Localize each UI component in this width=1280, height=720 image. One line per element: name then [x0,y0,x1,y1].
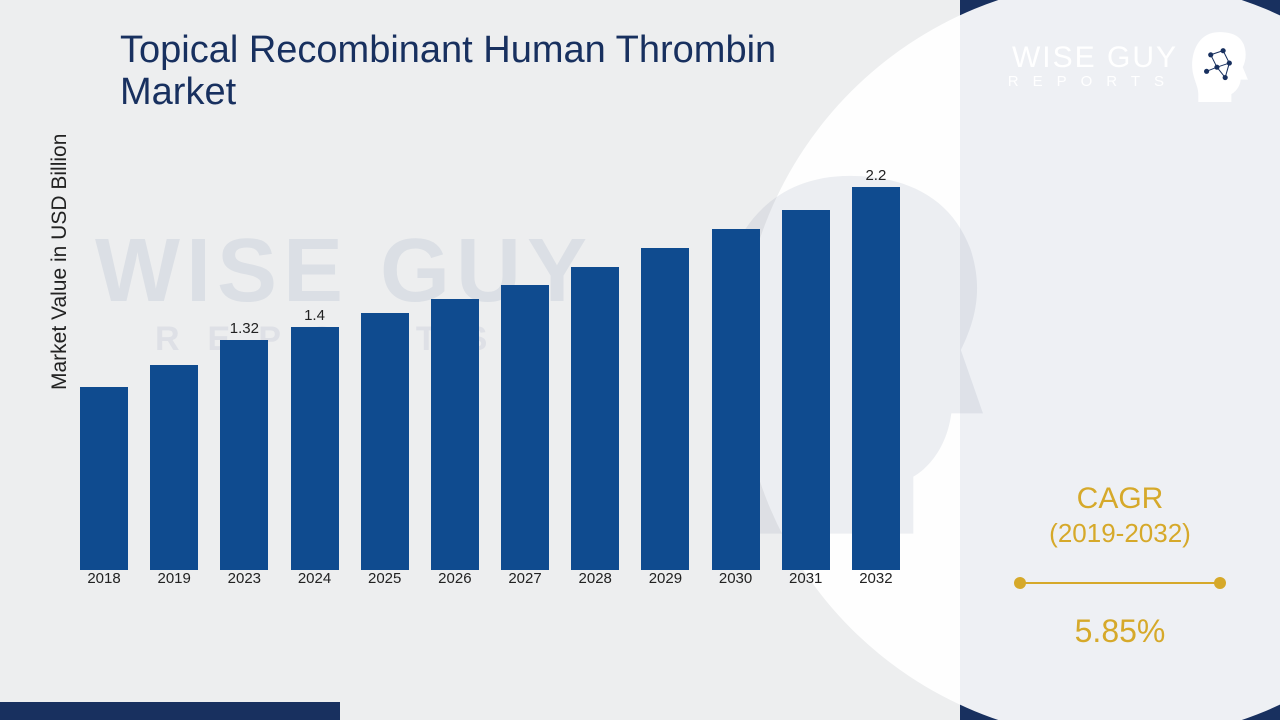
logo-head-icon [1188,30,1250,100]
x-tick-label: 2029 [641,570,689,600]
bar-value-label: 2.2 [865,167,886,184]
bar-2032: 2.2 [852,187,900,570]
cagr-value: 5.85% [1000,613,1240,650]
bar [80,387,128,570]
bar-2023: 1.32 [220,340,268,570]
chart-title: Topical Recombinant Human Thrombin Marke… [120,30,880,114]
logo-line-2: REPORTS [1008,73,1178,90]
cagr-divider [1020,571,1220,595]
x-tick-label: 2026 [431,570,479,600]
bar-2019 [150,365,198,570]
bar-2025 [361,313,409,570]
x-tick-label: 2030 [712,570,760,600]
cagr-label: CAGR [1000,482,1240,516]
x-tick-label: 2032 [852,570,900,600]
x-tick-label: 2024 [291,570,339,600]
x-tick-label: 2025 [361,570,409,600]
bar-2026 [431,299,479,570]
bar [150,365,198,570]
x-tick-label: 2019 [150,570,198,600]
bar-2031 [782,210,830,570]
x-tick-label: 2031 [782,570,830,600]
bars-container: 1.32 1.4 2.2 [80,170,900,570]
cagr-years: (2019-2032) [1000,518,1240,549]
bar [501,285,549,570]
brand-logo: WISE GUY REPORTS [980,30,1250,100]
bar [782,210,830,570]
plot-area: 1.321.42.2 20182019202320242025202620272… [80,170,900,600]
x-tick-label: 2028 [571,570,619,600]
x-tick-label: 2018 [80,570,128,600]
bottom-strip [0,702,340,720]
bar-value-label: 1.4 [304,307,325,324]
bar [641,248,689,570]
bar-2029 [641,248,689,570]
bar-2030 [712,229,760,570]
x-axis: 2018 2019 2023 2024 2025 2026 2027 2028 2029 2030… [80,570,900,600]
x-tick-label: 2027 [501,570,549,600]
x-tick-label: 2023 [220,570,268,600]
bar-value-label: 1.32 [230,320,259,337]
cagr-block: CAGR (2019-2032) 5.85% [1000,482,1240,650]
bar [220,340,268,570]
bar [291,327,339,570]
bar-2028 [571,267,619,570]
bar-2018 [80,387,128,570]
chart-canvas: WISE GUY REPORTS Topical Recombinant Hum… [0,0,1280,720]
y-axis-label: Market Value in USD Billion [48,134,72,390]
bar-2024: 1.4 [291,327,339,570]
bar-2027 [501,285,549,570]
bar [431,299,479,570]
bar [571,267,619,570]
bar [852,187,900,570]
bar [712,229,760,570]
bar [361,313,409,570]
logo-line-1: WISE GUY [1008,41,1178,75]
